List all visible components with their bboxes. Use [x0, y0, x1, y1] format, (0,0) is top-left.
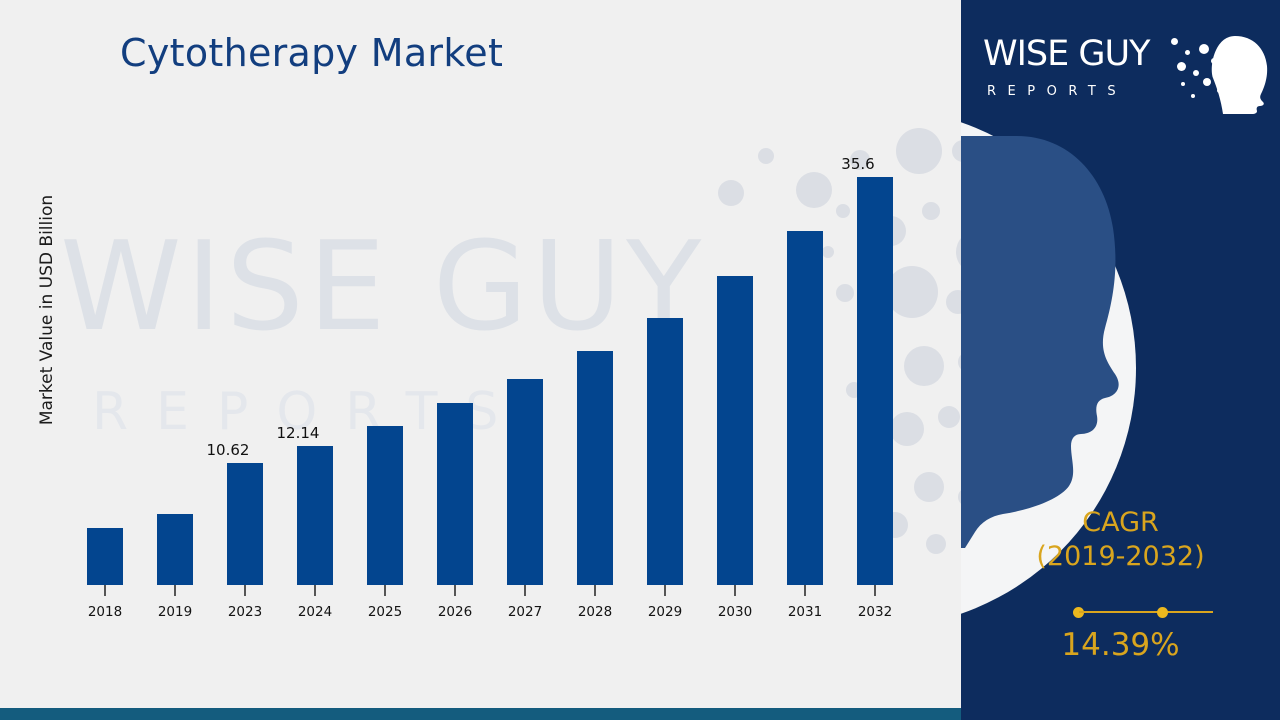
x-axis-tick — [244, 585, 246, 596]
bar — [367, 426, 403, 585]
cagr-label: CAGR — [1082, 507, 1159, 538]
brand-panel: WISE GUY REPORTS CAGR (2019-2032) — [961, 0, 1280, 720]
bar — [717, 276, 753, 585]
x-axis-tick — [664, 585, 666, 596]
x-axis-tick — [384, 585, 386, 596]
x-axis-tick-label: 2025 — [367, 604, 403, 620]
bar — [157, 514, 193, 585]
bar — [507, 379, 543, 585]
x-axis-tick-label: 2018 — [87, 604, 123, 620]
x-axis-tick — [874, 585, 876, 596]
bar-group: 2028 — [560, 150, 630, 620]
x-axis-tick — [594, 585, 596, 596]
bar — [577, 351, 613, 585]
y-axis-label: Market Value in USD Billion — [37, 194, 57, 426]
bar-group: 2029 — [630, 150, 700, 620]
x-axis-tick-label: 2019 — [157, 604, 193, 620]
divider-line — [1079, 611, 1213, 613]
divider-dot-right — [1157, 607, 1168, 618]
bar-group: 10.62 2023 — [207, 150, 280, 620]
bar-value-label: 12.14 — [276, 424, 320, 442]
x-axis-tick-label: 2026 — [437, 604, 473, 620]
x-axis-tick — [104, 585, 106, 596]
page-title: Cytotherapy Market — [120, 31, 504, 75]
footer-bar — [0, 708, 961, 720]
head-silhouette-icon — [961, 136, 1119, 548]
bar-group: 2031 — [770, 150, 840, 620]
divider-dot-left — [1073, 607, 1084, 618]
bar — [857, 177, 893, 585]
cagr-block: CAGR (2019-2032) — [961, 506, 1280, 574]
bar-group: 2027 — [490, 150, 560, 620]
x-axis-tick-label: 2028 — [577, 604, 613, 620]
x-axis-tick-label: 2031 — [787, 604, 823, 620]
cagr-value: 14.39% — [1061, 627, 1180, 663]
bar-group: 2025 — [350, 150, 420, 620]
x-axis-tick-label: 2024 — [297, 604, 333, 620]
x-axis-tick — [174, 585, 176, 596]
x-axis-tick — [734, 585, 736, 596]
x-axis-tick — [804, 585, 806, 596]
x-axis-tick — [314, 585, 316, 596]
x-axis-tick-label: 2030 — [717, 604, 753, 620]
bar — [787, 231, 823, 585]
x-axis-tick-label: 2023 — [227, 604, 263, 620]
bar-group: 2019 — [140, 150, 210, 620]
cagr-range: (2019-2032) — [1036, 541, 1205, 572]
bar — [87, 528, 123, 585]
x-axis-tick — [524, 585, 526, 596]
x-axis-tick-label: 2029 — [647, 604, 683, 620]
bar-value-label: 35.6 — [841, 155, 875, 173]
x-axis-tick — [454, 585, 456, 596]
bar-group: 2030 — [700, 150, 770, 620]
bar-group: 2026 — [420, 150, 490, 620]
bar-group: 35.6 2032 — [840, 150, 910, 620]
x-axis-tick-label: 2027 — [507, 604, 543, 620]
cagr-divider — [961, 606, 1280, 618]
bar-group: 2018 — [70, 150, 140, 620]
bar — [437, 403, 473, 585]
bar — [297, 446, 333, 585]
x-axis-tick-label: 2032 — [857, 604, 893, 620]
logo: WISE GUY REPORTS — [975, 34, 1268, 116]
logo-subtitle-text: REPORTS — [987, 84, 1128, 99]
plot-area: 2018 2019 10.62 2023 12.14 2024 2025 2026 2027 20… — [70, 150, 920, 620]
bar — [227, 463, 263, 585]
bar-chart: Market Value in USD Billion 2018 2019 10.6… — [37, 150, 920, 620]
bar — [647, 318, 683, 585]
bar-group: 12.14 2024 — [277, 150, 350, 620]
bar-value-label: 10.62 — [206, 441, 250, 459]
logo-brand-text: WISE GUY — [983, 34, 1151, 74]
